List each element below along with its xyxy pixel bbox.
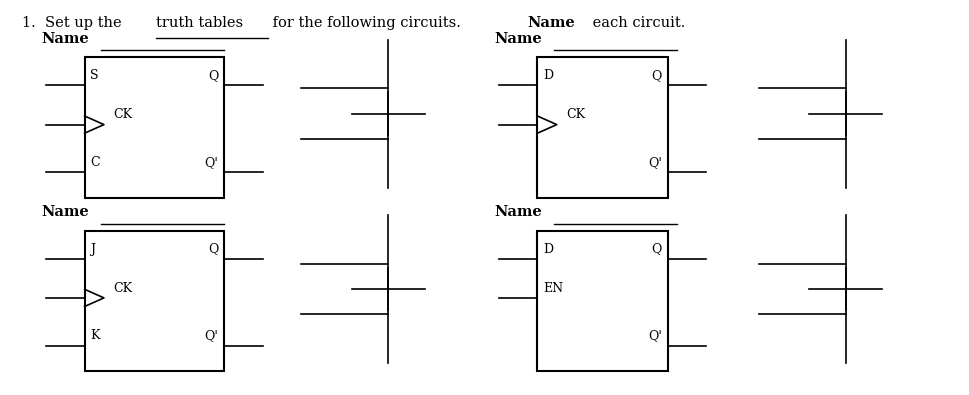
Text: Q': Q': [204, 329, 219, 342]
Text: C: C: [90, 156, 100, 169]
Text: EN: EN: [544, 282, 563, 295]
Text: D: D: [544, 243, 553, 256]
Text: Name: Name: [494, 205, 542, 219]
Text: CK: CK: [567, 109, 585, 122]
Text: Name: Name: [42, 32, 89, 45]
Text: Q: Q: [651, 243, 662, 256]
Text: each circuit.: each circuit.: [588, 17, 685, 30]
Bar: [84, 57, 225, 198]
Text: Name: Name: [494, 32, 542, 45]
Text: D: D: [544, 69, 553, 82]
Text: Name: Name: [527, 17, 575, 30]
Text: J: J: [90, 243, 96, 256]
Bar: [538, 57, 668, 198]
Bar: [84, 231, 225, 371]
Bar: [538, 231, 668, 371]
Text: K: K: [90, 329, 100, 342]
Text: Q: Q: [208, 243, 219, 256]
Text: Q: Q: [208, 69, 219, 82]
Text: 1.  Set up the: 1. Set up the: [22, 17, 126, 30]
Text: Q': Q': [648, 156, 662, 169]
Text: S: S: [90, 69, 99, 82]
Text: truth tables: truth tables: [156, 17, 243, 30]
Text: for the following circuits.: for the following circuits.: [267, 17, 470, 30]
Text: Q': Q': [648, 329, 662, 342]
Text: Q': Q': [204, 156, 219, 169]
Text: CK: CK: [113, 282, 133, 295]
Text: Q: Q: [651, 69, 662, 82]
Text: Name: Name: [42, 205, 89, 219]
Text: CK: CK: [113, 109, 133, 122]
